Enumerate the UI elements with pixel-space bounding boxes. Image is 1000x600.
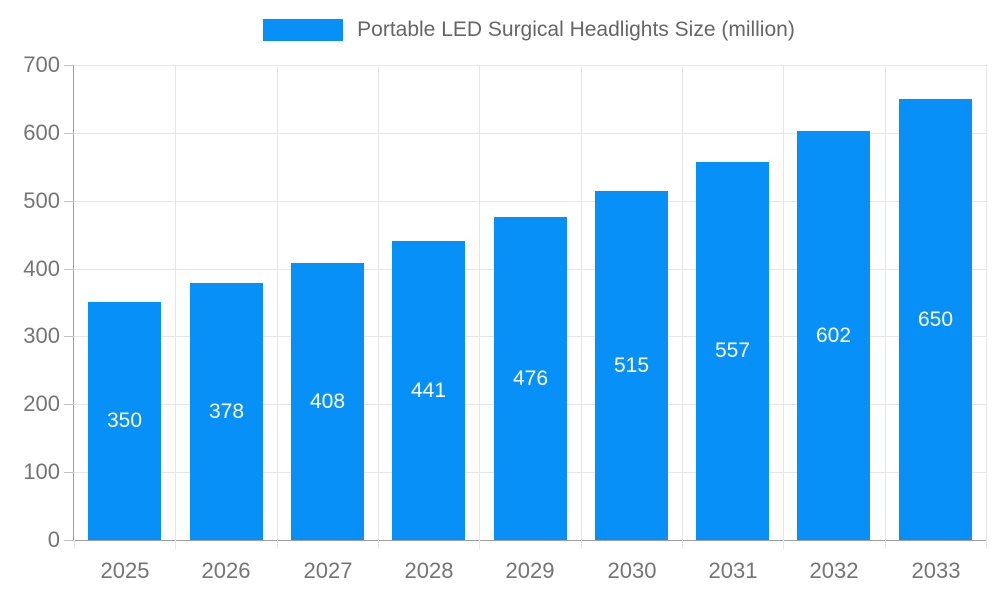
x-axis-label: 2029 bbox=[505, 558, 555, 583]
gridline-vertical bbox=[581, 65, 582, 549]
x-axis-label: 2026 bbox=[201, 558, 251, 583]
bar[interactable]: 650 bbox=[899, 99, 972, 540]
bar[interactable]: 350 bbox=[88, 302, 161, 540]
bar[interactable]: 557 bbox=[696, 162, 769, 540]
gridline-horizontal bbox=[74, 132, 986, 134]
gridline-horizontal bbox=[74, 65, 986, 66]
y-axis-tick bbox=[64, 268, 74, 270]
y-axis-tick-label: 200 bbox=[23, 391, 60, 417]
x-axis-label: 2025 bbox=[100, 558, 150, 583]
gridline-horizontal bbox=[74, 200, 986, 202]
y-axis-tick-label: 400 bbox=[23, 255, 60, 281]
bar-value-label: 408 bbox=[309, 389, 346, 413]
bar-value-label: 378 bbox=[208, 399, 245, 423]
y-axis-tick bbox=[64, 132, 74, 134]
legend-label: Portable LED Surgical Headlights Size (m… bbox=[357, 18, 795, 41]
bar-value-label: 515 bbox=[613, 353, 650, 377]
y-axis-tick bbox=[64, 404, 74, 406]
bar-value-label: 441 bbox=[410, 378, 447, 402]
gridline-vertical bbox=[885, 65, 886, 549]
legend-swatch bbox=[263, 19, 344, 41]
x-axis-label: 2033 bbox=[911, 558, 961, 583]
y-axis-tick bbox=[64, 336, 74, 338]
y-axis-tick bbox=[64, 540, 74, 541]
bar-value-label: 650 bbox=[917, 307, 954, 331]
bar[interactable]: 408 bbox=[291, 263, 364, 540]
bar[interactable]: 441 bbox=[392, 241, 465, 540]
y-axis-tick-label: 0 bbox=[47, 527, 60, 552]
x-axis-label: 2027 bbox=[303, 558, 353, 583]
y-axis-tick-label: 300 bbox=[23, 323, 60, 349]
y-axis-tick bbox=[64, 65, 74, 66]
bar[interactable]: 515 bbox=[595, 191, 668, 540]
gridline-vertical bbox=[175, 65, 176, 549]
y-axis-tick bbox=[64, 200, 74, 202]
bar[interactable]: 476 bbox=[494, 217, 567, 540]
gridline-vertical bbox=[277, 65, 278, 549]
y-axis-tick bbox=[64, 472, 74, 474]
plot-area: 0 100 200 300 400 500 600 700 350 2025 378 2026 408 2… bbox=[23, 54, 987, 582]
y-axis-tick-label: 700 bbox=[23, 52, 60, 77]
gridline-vertical bbox=[783, 65, 784, 549]
y-axis-tick-label: 600 bbox=[23, 119, 60, 145]
bar-value-label: 350 bbox=[106, 409, 143, 432]
bar-value-label: 602 bbox=[815, 323, 852, 347]
gridline-vertical bbox=[682, 65, 683, 549]
gridline-vertical bbox=[986, 65, 987, 549]
x-axis-label: 2030 bbox=[607, 558, 657, 583]
x-axis-tick bbox=[74, 540, 75, 549]
legend-item[interactable]: Portable LED Surgical Headlights Size (m… bbox=[73, 14, 985, 46]
bar[interactable]: 602 bbox=[797, 131, 870, 540]
bar-value-label: 476 bbox=[512, 366, 549, 390]
y-axis-tick-label: 100 bbox=[23, 459, 60, 485]
x-axis-label: 2031 bbox=[708, 558, 758, 583]
x-axis-label: 2028 bbox=[404, 558, 454, 583]
y-axis-tick-label: 500 bbox=[23, 187, 60, 213]
gridline-vertical bbox=[479, 65, 480, 549]
bar[interactable]: 378 bbox=[190, 283, 263, 540]
gridline-vertical bbox=[378, 65, 379, 549]
bar-value-label: 557 bbox=[714, 339, 751, 362]
x-axis-label: 2032 bbox=[809, 558, 859, 583]
